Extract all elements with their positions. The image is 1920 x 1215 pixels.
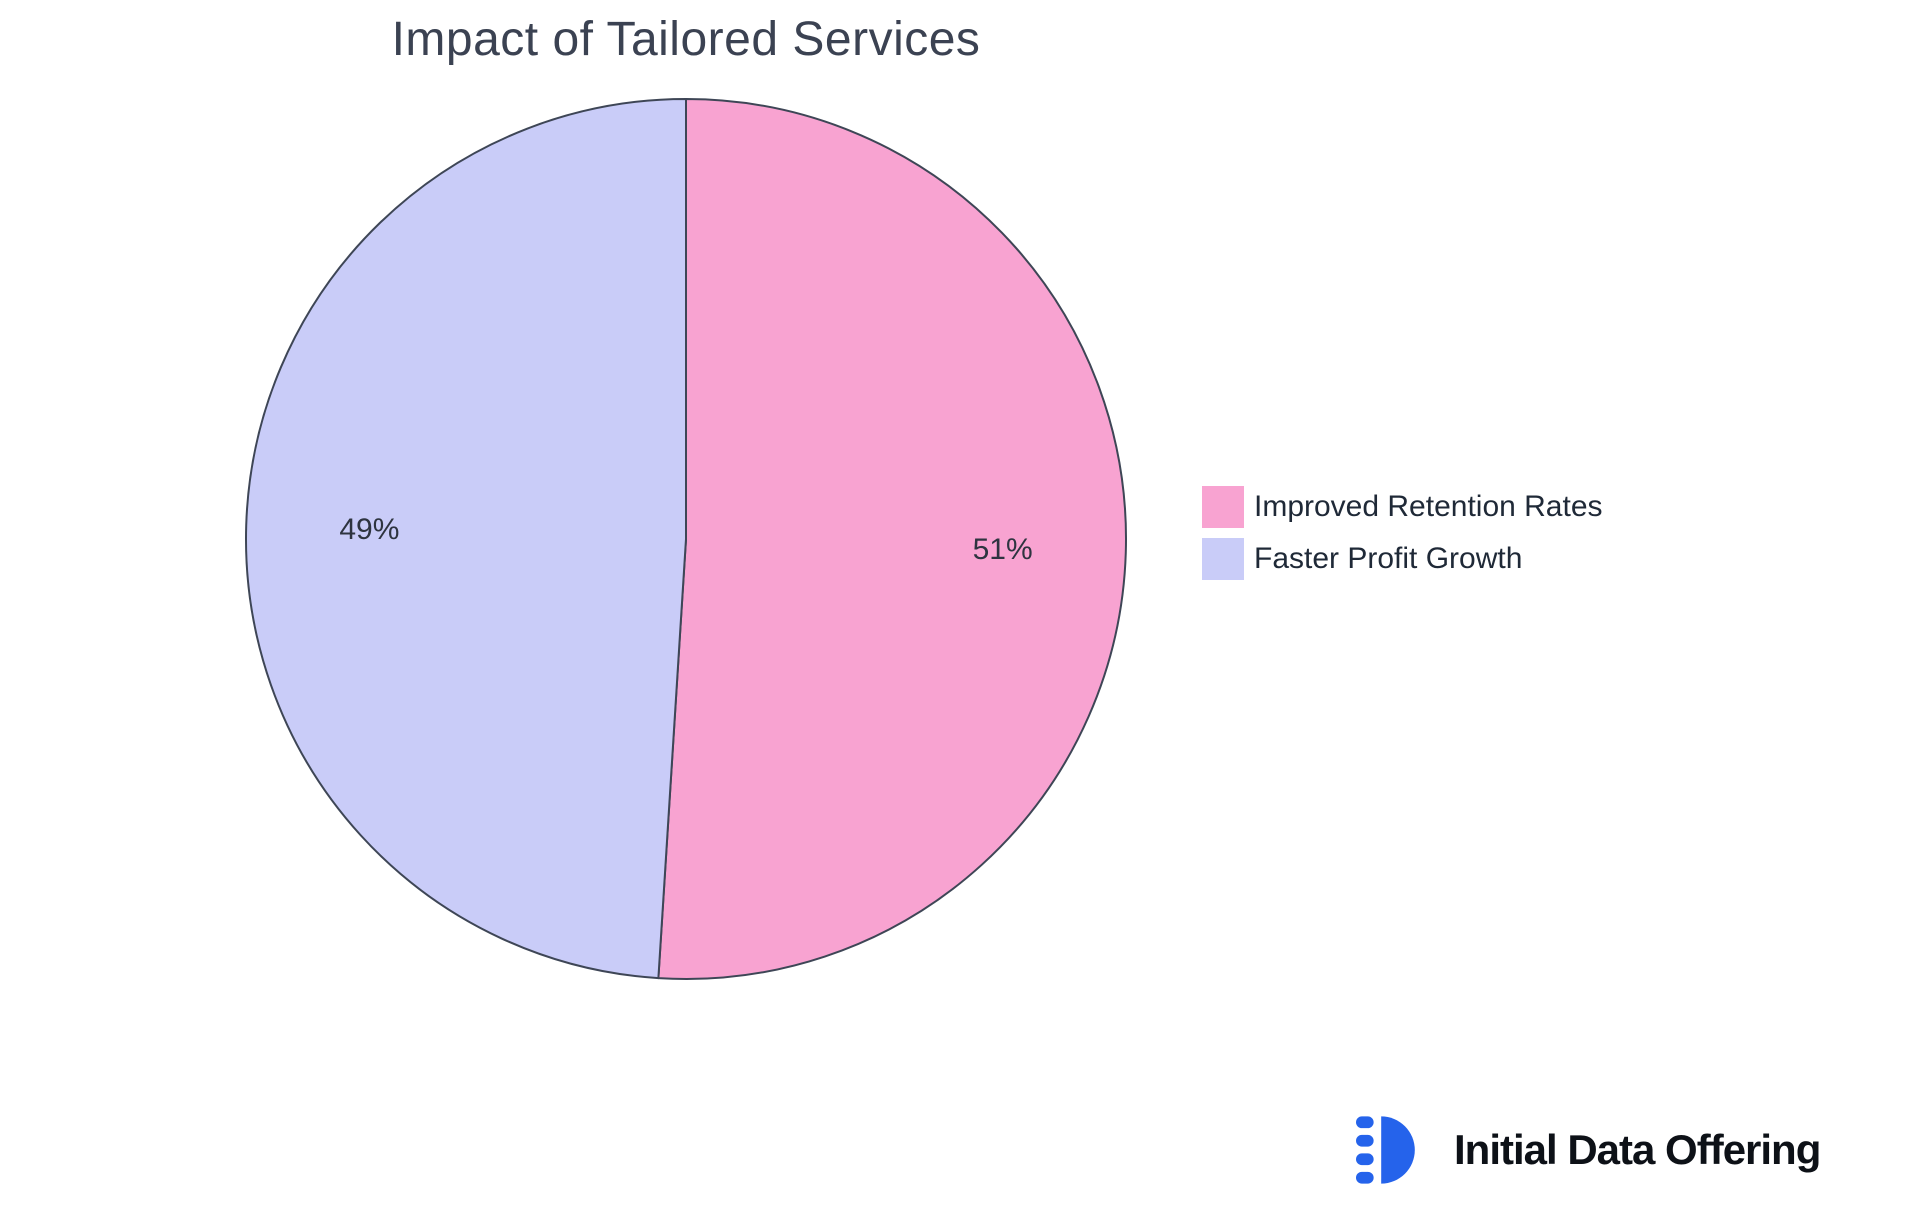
ido-logo-icon (1356, 1116, 1415, 1184)
legend-item: Improved Retention Rates (1202, 486, 1603, 528)
pie-slice-percentage-label: 51% (973, 533, 1033, 566)
pie-chart: 51% 49% (245, 98, 1127, 980)
legend-swatch (1202, 538, 1244, 580)
legend-label: Faster Profit Growth (1254, 542, 1523, 575)
legend: Improved Retention Rates Faster Profit Gr… (1202, 486, 1603, 590)
pie-slice-percentage-label: 49% (339, 513, 399, 546)
chart-title: Impact of Tailored Services (391, 13, 981, 66)
legend-item: Faster Profit Growth (1202, 538, 1603, 580)
legend-swatch (1202, 486, 1244, 528)
legend-label: Improved Retention Rates (1254, 490, 1603, 523)
brand-name: Initial Data Offering (1454, 1126, 1821, 1173)
pie-slice-1 (245, 98, 687, 980)
brand-footer: Initial Data Offering (1356, 1108, 1821, 1192)
pie-slice-0 (657, 98, 1127, 980)
